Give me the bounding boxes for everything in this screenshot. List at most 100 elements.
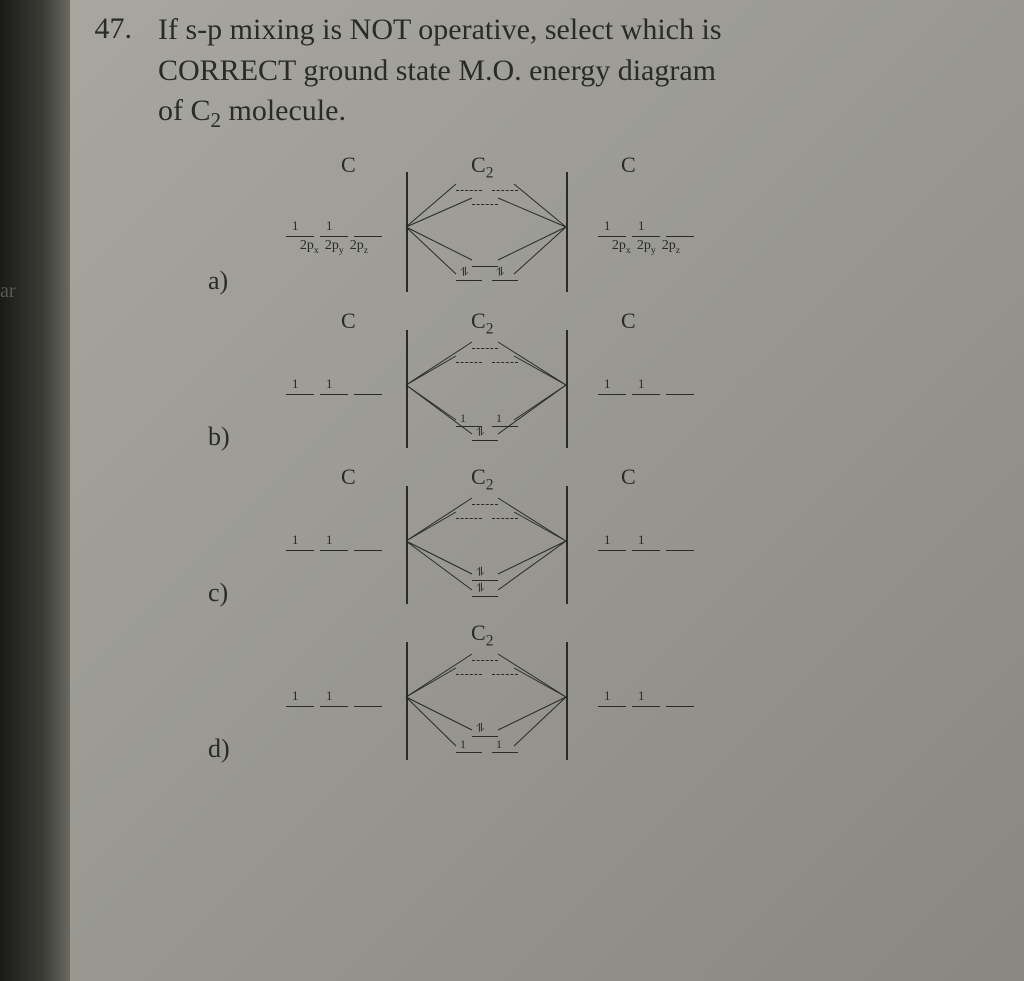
- option-label-d: d): [208, 734, 246, 770]
- ao-level: [354, 222, 382, 237]
- mo-level: [492, 352, 518, 363]
- q-line2: CORRECT ground state M.O. energy diagram: [158, 54, 716, 87]
- mo-level-group: [472, 494, 498, 505]
- electron: 1: [604, 376, 611, 392]
- atomic-orbital-set: 11: [598, 692, 694, 707]
- mo-level: [456, 180, 482, 191]
- question-row: 47. If s-p mixing is NOT operative, sele…: [88, 10, 1004, 134]
- electron: 1: [292, 688, 299, 704]
- molecule-label: C2: [471, 620, 493, 650]
- electron: 1: [638, 218, 645, 234]
- mo-diagram: CC2C 11 11 ⥮ ⥮: [246, 464, 726, 614]
- bracket-left: [406, 330, 408, 448]
- bracket-right: [566, 330, 568, 448]
- atom-label-left: C: [341, 464, 356, 490]
- mo-level: [472, 494, 498, 505]
- electron: ⥮: [476, 425, 483, 440]
- options-container: a) CC2C 11 2px 2py 2pz 11 2px 2py 2pz ⥮⥮: [208, 152, 1004, 770]
- option-label-b: b): [208, 422, 246, 458]
- q-line3-suffix: molecule.: [221, 94, 346, 127]
- option-c: c) CC2C 11 11 ⥮ ⥮: [208, 464, 1004, 614]
- electron: ⥮: [476, 581, 483, 596]
- ao-level: 1: [286, 222, 314, 237]
- mo-diagram: C2 11 11 ⥮ 11: [246, 620, 726, 770]
- atom-label-left: C: [341, 308, 356, 334]
- electron: 1: [496, 737, 500, 752]
- atomic-orbital-set: 11: [286, 380, 382, 395]
- mo-level-group: ⥮: [472, 586, 498, 597]
- ao-level: 1: [598, 692, 626, 707]
- option-d: d) C2 11 11 ⥮ 11: [208, 620, 1004, 770]
- orbital-2px: 2px: [612, 239, 631, 256]
- electron: 1: [604, 532, 611, 548]
- electron: 1: [638, 532, 645, 548]
- molecule-label: C2: [471, 308, 493, 338]
- mo-level: 1: [492, 416, 518, 427]
- mo-diagram: CC2C 11 2px 2py 2pz 11 2px 2py 2pz ⥮⥮: [246, 152, 726, 302]
- ao-level: [666, 222, 694, 237]
- ao-level: 1: [598, 380, 626, 395]
- bracket-right: [566, 486, 568, 604]
- ao-level: 1: [598, 536, 626, 551]
- ao-level: 1: [320, 536, 348, 551]
- mo-level-group: 11: [456, 416, 518, 427]
- mo-level: [492, 508, 518, 519]
- mo-level-group: [456, 508, 518, 519]
- mo-level: [456, 352, 482, 363]
- electron: 1: [604, 218, 611, 234]
- mo-level: ⥮: [472, 430, 498, 441]
- orbital-2py: 2py: [325, 239, 344, 256]
- electron: 1: [326, 532, 333, 548]
- q-line3-prefix: of C: [158, 94, 211, 127]
- ao-level: 1: [286, 692, 314, 707]
- margin-fragment: ar: [0, 280, 16, 303]
- orbital-2pz: 2pz: [350, 239, 368, 256]
- electron: ⥮: [476, 721, 483, 736]
- ao-level: 1: [286, 380, 314, 395]
- ao-level: [354, 692, 382, 707]
- mo-level: 1: [492, 742, 518, 753]
- mo-level: [456, 508, 482, 519]
- mo-level: 1: [456, 742, 482, 753]
- mo-level-group: [456, 664, 518, 675]
- orbital-2pz: 2pz: [662, 239, 680, 256]
- mo-level-group: ⥮: [472, 430, 498, 441]
- molecule-label: C2: [471, 152, 493, 182]
- ao-level: 1: [320, 222, 348, 237]
- electron: 1: [326, 688, 333, 704]
- bracket-right: [566, 642, 568, 760]
- bracket-left: [406, 486, 408, 604]
- electron: 1: [638, 688, 645, 704]
- mo-level-group: ⥮⥮: [456, 270, 518, 281]
- electron: 1: [292, 532, 299, 548]
- orbital-2px: 2px: [300, 239, 319, 256]
- ao-level: [354, 380, 382, 395]
- mo-level-group: 11: [456, 742, 518, 753]
- question-number: 47.: [88, 10, 132, 134]
- ao-level: 1: [632, 380, 660, 395]
- ao-level: [666, 692, 694, 707]
- ao-level: 1: [632, 222, 660, 237]
- mo-level: ⥮: [472, 726, 498, 737]
- electron: 1: [638, 376, 645, 392]
- mo-level: [472, 650, 498, 661]
- electron: 1: [460, 411, 464, 426]
- mo-level: [472, 256, 498, 267]
- mo-level-group: [472, 194, 498, 205]
- atom-label-right: C: [621, 464, 636, 490]
- mo-level: [492, 180, 518, 191]
- mo-level: ⥮: [456, 270, 482, 281]
- mo-level: [472, 194, 498, 205]
- atomic-orbital-set: 11: [286, 536, 382, 551]
- ao-level: 1: [632, 536, 660, 551]
- mo-level: [456, 664, 482, 675]
- atom-label-left: C: [341, 152, 356, 178]
- mo-level: ⥮: [472, 586, 498, 597]
- mo-level-group: [472, 256, 498, 267]
- bracket-left: [406, 642, 408, 760]
- option-label-a: a): [208, 266, 246, 302]
- ao-level: [354, 536, 382, 551]
- molecule-label: C2: [471, 464, 493, 494]
- mo-level-group: ⥮: [472, 726, 498, 737]
- mo-level-group: [472, 650, 498, 661]
